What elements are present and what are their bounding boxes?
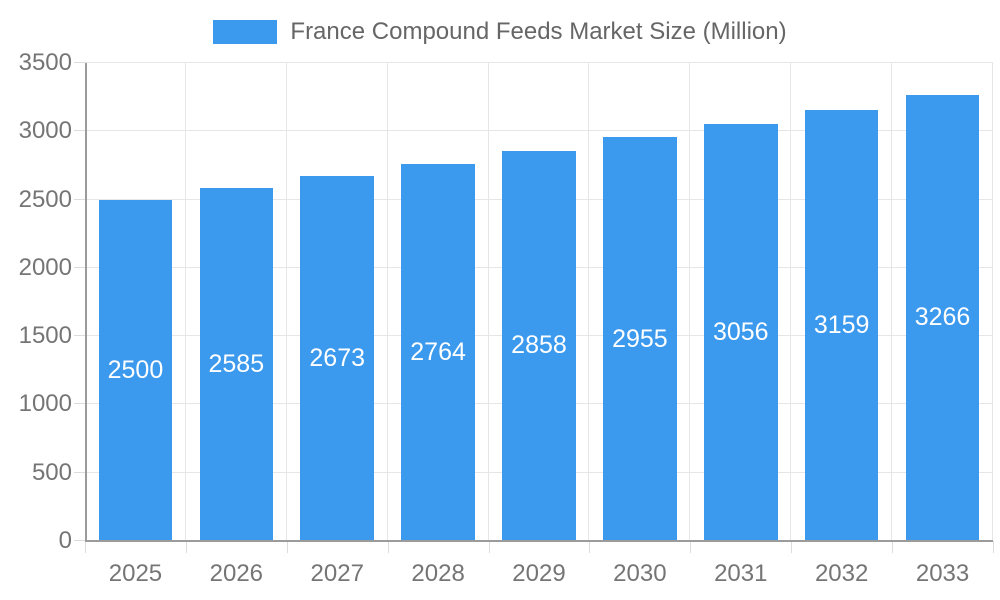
y-axis-tick-label: 0 (58, 527, 72, 554)
bar: 2858 (502, 150, 576, 541)
x-axis-line (85, 540, 993, 542)
y-axis-tick (74, 471, 85, 473)
grid-line-horizontal (85, 62, 993, 63)
grid-line-vertical (386, 63, 388, 541)
bar: 3056 (703, 123, 778, 541)
bar: 2500 (98, 199, 173, 541)
legend[interactable]: France Compound Feeds Market Size (Milli… (0, 20, 1000, 44)
x-axis-tick-label: 2033 (915, 560, 970, 587)
grid-line-horizontal (85, 130, 993, 132)
y-axis-tick-label: 3500 (18, 49, 72, 76)
x-axis-tick (690, 541, 692, 553)
x-axis-tick (185, 541, 187, 553)
x-axis-tick-label: 2029 (512, 560, 566, 587)
y-axis-tick (74, 403, 85, 405)
grid-line-vertical (992, 63, 993, 541)
x-axis-tick-label: 2027 (310, 560, 364, 587)
plot-area: 2500 2585 2673 2764 2858 2955 3056 3159 3266 (85, 62, 993, 541)
bar: 3266 (905, 94, 980, 541)
y-axis-tick (74, 130, 85, 132)
grid-line-vertical (891, 63, 893, 541)
grid-line-vertical (285, 63, 287, 541)
x-axis-tick (387, 541, 389, 553)
x-axis-tick-label: 2030 (613, 560, 667, 587)
y-axis-tick-label: 1000 (18, 390, 72, 418)
bar: 2764 (401, 163, 475, 541)
x-axis-tick (791, 541, 793, 553)
y-axis-tick-label: 1500 (18, 322, 72, 350)
y-axis-tick-label: 3000 (18, 117, 72, 145)
x-axis-tick (993, 541, 994, 553)
bar-value-label: 2585 (208, 349, 265, 378)
bar-value-label: 2764 (410, 337, 466, 366)
x-axis-tick-label: 2028 (411, 560, 465, 587)
y-axis-tick-label: 500 (31, 458, 72, 486)
x-axis-tick (892, 541, 894, 553)
bar-value-label: 2500 (107, 355, 164, 384)
y-axis-tick-label: 2500 (18, 185, 72, 213)
y-axis-tick-label: 2000 (18, 253, 72, 281)
x-axis-tick-label: 2032 (814, 560, 869, 587)
y-axis-tick (74, 335, 85, 337)
x-axis-tick (488, 541, 490, 553)
y-axis-line (85, 63, 87, 541)
x-axis-tick (589, 541, 591, 553)
legend-label: France Compound Feeds Market Size (Milli… (290, 18, 787, 45)
bar-value-label: 3159 (813, 310, 870, 339)
x-axis-tick-label: 2025 (108, 560, 163, 587)
bar-value-label: 3056 (712, 317, 769, 346)
bar-value-label: 3266 (914, 303, 971, 332)
bar: 2673 (300, 175, 375, 541)
bar: 3159 (804, 109, 879, 541)
grid-line-vertical (588, 63, 590, 541)
x-axis-tick-label: 2031 (714, 560, 768, 587)
y-axis-tick (74, 540, 85, 541)
y-axis-tick (74, 198, 85, 200)
legend-swatch (213, 20, 278, 44)
x-axis-tick (85, 541, 86, 553)
y-axis-tick (74, 266, 85, 268)
bar-value-label: 2955 (612, 324, 668, 353)
bar: 2585 (199, 187, 274, 541)
y-axis-tick (74, 62, 85, 63)
x-axis-tick (286, 541, 288, 553)
bar: 2955 (603, 137, 677, 541)
grid-line-vertical (487, 63, 489, 541)
bar-value-label: 2858 (511, 331, 567, 360)
bar-value-label: 2673 (309, 343, 366, 372)
x-axis-tick-label: 2026 (209, 560, 264, 587)
grid-line-vertical (790, 63, 792, 541)
grid-line-vertical (184, 63, 186, 541)
grid-line-vertical (689, 63, 691, 541)
